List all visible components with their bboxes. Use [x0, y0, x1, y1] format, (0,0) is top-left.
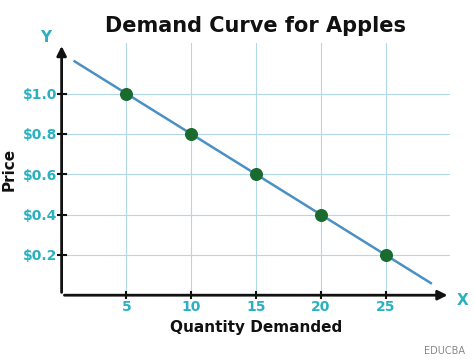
Text: EDUCBA: EDUCBA	[424, 346, 465, 356]
Text: Y: Y	[40, 30, 52, 45]
Title: Demand Curve for Apples: Demand Curve for Apples	[105, 16, 407, 36]
Point	[187, 131, 195, 137]
Point	[252, 171, 260, 177]
Text: X: X	[457, 293, 468, 308]
Point	[123, 91, 130, 96]
X-axis label: Quantity Demanded: Quantity Demanded	[170, 320, 342, 334]
Y-axis label: Price: Price	[2, 148, 17, 191]
Point	[317, 212, 325, 217]
Point	[382, 252, 389, 258]
